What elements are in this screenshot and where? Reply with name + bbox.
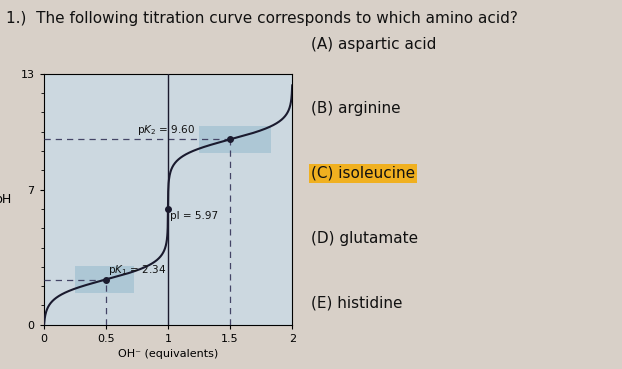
Text: (C) isoleucine: (C) isoleucine	[311, 166, 415, 181]
Text: (A) aspartic acid: (A) aspartic acid	[311, 37, 437, 52]
Text: (E) histidine: (E) histidine	[311, 295, 402, 310]
Bar	[199, 126, 271, 153]
X-axis label: OH⁻ (equivalents): OH⁻ (equivalents)	[118, 349, 218, 359]
Text: (D) glutamate: (D) glutamate	[311, 231, 418, 245]
Y-axis label: pH: pH	[0, 193, 12, 206]
Text: (B) arginine: (B) arginine	[311, 101, 401, 116]
Text: pI = 5.97: pI = 5.97	[170, 211, 218, 221]
Bar	[75, 266, 134, 293]
Text: p$K_2$ = 9.60: p$K_2$ = 9.60	[137, 123, 195, 137]
Text: p$K_1$ = 2.34: p$K_1$ = 2.34	[108, 263, 167, 277]
Text: 1.)  The following titration curve corresponds to which amino acid?: 1.) The following titration curve corres…	[6, 11, 518, 26]
